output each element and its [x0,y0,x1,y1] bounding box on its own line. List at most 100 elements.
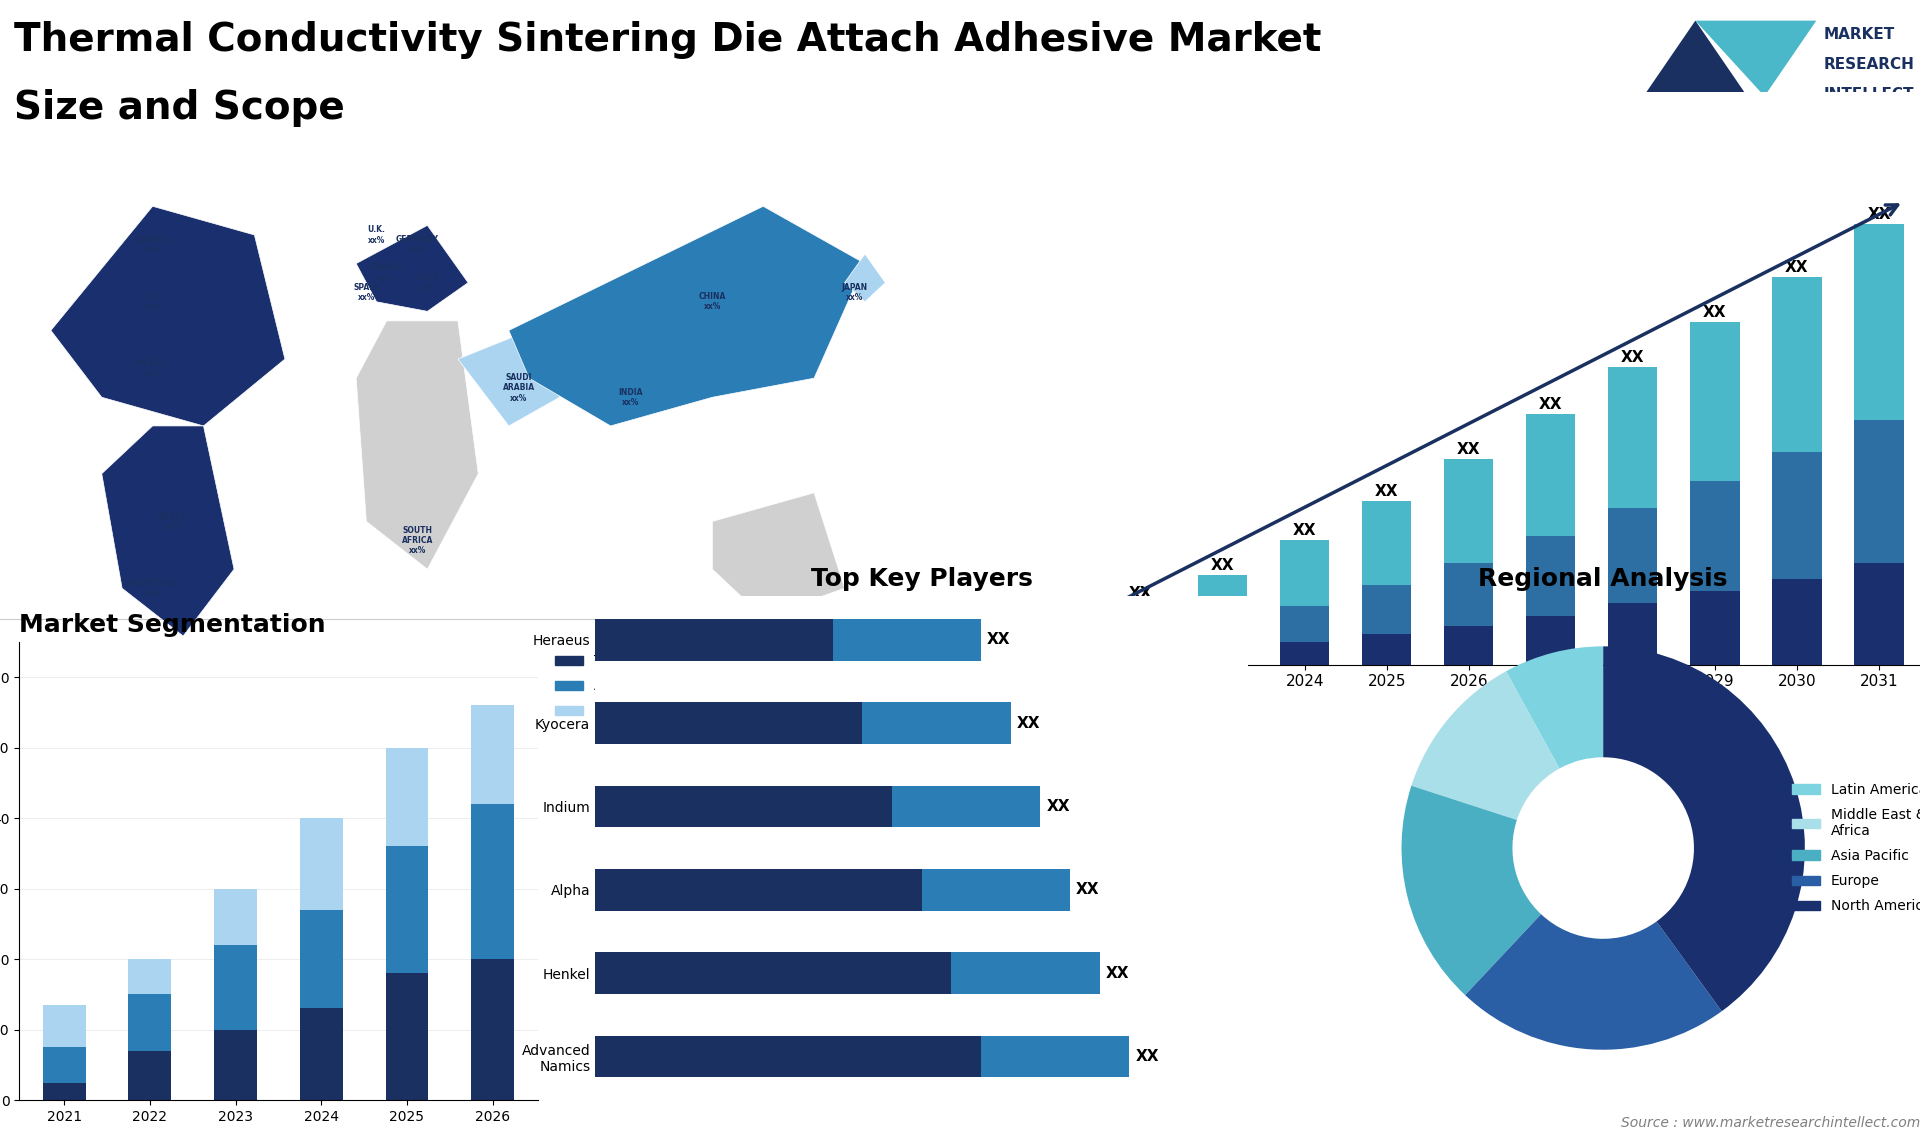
Bar [1035,626,1083,646]
Text: XX: XX [1703,305,1726,320]
Polygon shape [712,493,845,617]
Bar [981,1036,1129,1077]
Polygon shape [1644,21,1747,96]
Bar [1772,277,1822,453]
Bar [595,869,922,911]
Bar [129,959,171,995]
Text: XX: XX [1135,1049,1160,1063]
Wedge shape [1505,646,1603,769]
Bar [1609,367,1657,508]
Text: ARGENTINA
xx%: ARGENTINA xx% [127,579,179,598]
Bar [1855,563,1903,665]
Bar [1526,615,1576,665]
Bar [1116,654,1165,665]
Text: U.S.
xx%: U.S. xx% [144,292,161,312]
Bar [386,973,428,1100]
Bar [595,702,862,744]
Text: XX: XX [1129,587,1152,602]
Bar [1444,458,1494,563]
Polygon shape [102,426,234,636]
Text: FRANCE
xx%: FRANCE xx% [369,264,403,283]
Bar [386,846,428,973]
Text: Market Segmentation: Market Segmentation [19,613,326,636]
Polygon shape [357,321,478,570]
Bar [1035,659,1083,665]
Text: MEXICO
xx%: MEXICO xx% [136,359,169,378]
Text: XX: XX [1292,524,1317,539]
Bar [470,705,515,804]
Text: XX: XX [1075,882,1100,897]
Text: RESEARCH: RESEARCH [1824,57,1914,72]
Bar [1361,634,1411,665]
Text: XX: XX [1106,966,1129,981]
Bar [1361,586,1411,634]
Polygon shape [845,254,885,301]
Bar [1690,481,1740,591]
Bar [1116,604,1165,636]
Bar [215,945,257,1029]
Bar [1444,563,1494,626]
Text: XX: XX [1540,397,1563,411]
Bar [1772,453,1822,579]
Wedge shape [1465,915,1722,1050]
Polygon shape [1695,21,1816,96]
Wedge shape [1402,786,1542,995]
Polygon shape [459,330,561,426]
Text: XX: XX [1620,350,1645,364]
Text: GERMANY
xx%: GERMANY xx% [396,235,438,254]
Text: BRAZIL
xx%: BRAZIL xx% [157,512,188,531]
Text: Regional Analysis: Regional Analysis [1478,567,1728,590]
Bar [595,1036,981,1077]
Bar [215,888,257,945]
Text: XX: XX [1786,260,1809,275]
Bar [470,804,515,959]
Bar [1198,575,1248,622]
Bar [1855,419,1903,563]
Text: SOUTH
AFRICA
xx%: SOUTH AFRICA xx% [401,526,432,556]
Bar [1526,536,1576,615]
Bar [42,1047,86,1083]
Text: Source : www.marketresearchintellect.com: Source : www.marketresearchintellect.com [1620,1116,1920,1130]
Bar [922,869,1069,911]
Bar [893,785,1041,827]
Bar [470,959,515,1100]
Bar [595,785,893,827]
Text: XX: XX [987,633,1010,647]
Bar [1361,502,1411,586]
Bar [595,619,833,660]
Text: INTELLECT: INTELLECT [1824,87,1914,102]
Text: JAPAN
xx%: JAPAN xx% [841,283,868,301]
Bar [1690,591,1740,665]
Bar [215,1029,257,1100]
Text: XX: XX [1212,558,1235,573]
Bar [129,1051,171,1100]
Bar [833,619,981,660]
Text: CHINA
xx%: CHINA xx% [699,292,726,312]
Wedge shape [1411,672,1559,821]
Text: XX: XX [1046,799,1069,814]
Text: U.K.
xx%: U.K. xx% [367,226,386,244]
Bar [300,1008,342,1100]
Bar [1116,636,1165,654]
Text: ITALY
xx%: ITALY xx% [417,273,438,292]
Text: XX: XX [1457,441,1480,456]
Bar [300,910,342,1008]
Text: INDIA
xx%: INDIA xx% [618,387,643,407]
Bar [1772,579,1822,665]
Bar [1609,604,1657,665]
Bar [1444,626,1494,665]
Bar [1609,508,1657,604]
Text: SPAIN
xx%: SPAIN xx% [353,283,378,301]
Text: CANADA
xx%: CANADA xx% [134,235,171,254]
Bar [300,818,342,910]
Bar [1198,649,1248,665]
Text: Top Key Players: Top Key Players [810,567,1033,590]
Bar [129,995,171,1051]
Bar [1035,646,1083,659]
Polygon shape [50,206,284,426]
Text: Thermal Conductivity Sintering Die Attach Adhesive Market: Thermal Conductivity Sintering Die Attac… [15,21,1321,58]
Bar [1198,622,1248,649]
Text: SAUDI
ARABIA
xx%: SAUDI ARABIA xx% [503,372,536,402]
Text: Size and Scope: Size and Scope [15,89,346,127]
Text: XX: XX [1016,715,1041,730]
